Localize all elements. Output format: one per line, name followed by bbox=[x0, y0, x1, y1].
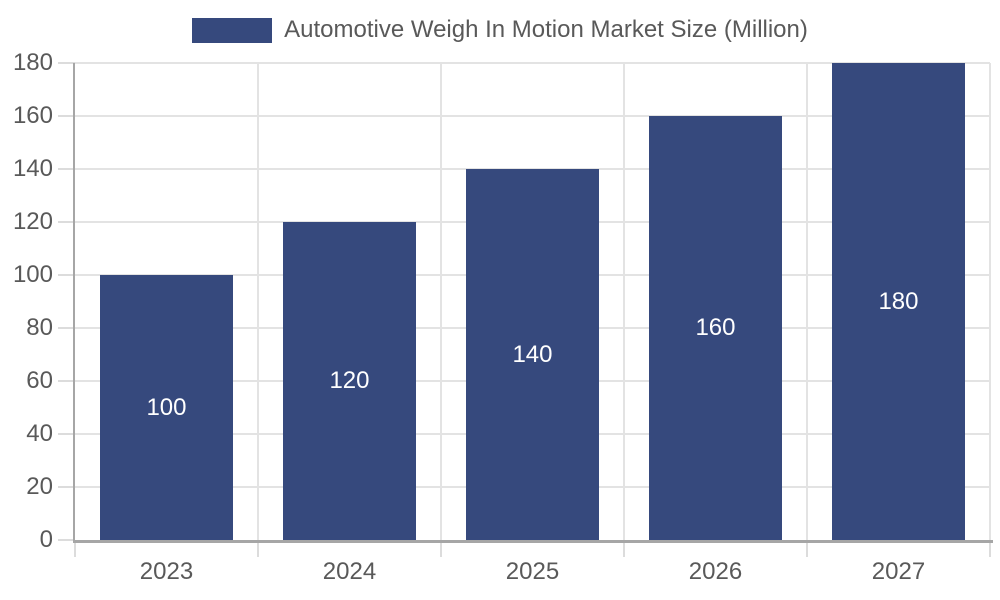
x-tick bbox=[440, 543, 442, 557]
x-tick-label: 2023 bbox=[139, 558, 194, 585]
x-gridline bbox=[623, 63, 625, 540]
legend: Automotive Weigh In Motion Market Size (… bbox=[0, 17, 1000, 43]
x-gridline bbox=[989, 63, 991, 540]
bar-value-label: 160 bbox=[695, 314, 736, 341]
y-gridline bbox=[75, 62, 990, 64]
bar: 100 bbox=[99, 275, 233, 540]
x-gridline bbox=[806, 63, 808, 540]
x-tick-label: 2026 bbox=[688, 558, 743, 585]
bar-value-label: 140 bbox=[512, 340, 553, 368]
x-tick-label: 2027 bbox=[871, 558, 926, 585]
x-axis-line bbox=[73, 540, 993, 543]
y-tick bbox=[58, 539, 75, 541]
x-tick bbox=[989, 543, 991, 557]
bar: 160 bbox=[648, 116, 782, 540]
x-gridline bbox=[440, 63, 442, 540]
y-tick bbox=[58, 380, 75, 382]
plot-area: 0 20 40 60 80 100 120 140 160 180 100 2023 120 2024 14… bbox=[13, 49, 993, 585]
y-tick-label: 0 bbox=[39, 526, 53, 553]
bar-value-label: 180 bbox=[878, 287, 919, 315]
bar: 120 bbox=[282, 222, 416, 540]
y-tick-label: 140 bbox=[12, 155, 53, 182]
y-tick bbox=[58, 486, 75, 488]
y-tick-label: 80 bbox=[26, 314, 53, 341]
y-tick-label: 100 bbox=[12, 261, 53, 288]
x-tick bbox=[74, 543, 76, 557]
y-tick-label: 180 bbox=[12, 49, 53, 76]
y-tick bbox=[58, 221, 75, 223]
y-tick-label: 60 bbox=[26, 367, 53, 394]
y-tick-label: 120 bbox=[12, 208, 53, 235]
bar-value-label: 100 bbox=[146, 393, 187, 421]
y-gridline bbox=[75, 115, 990, 117]
y-tick-label: 20 bbox=[26, 473, 53, 500]
x-tick bbox=[806, 543, 808, 557]
bar: 180 bbox=[831, 63, 965, 540]
legend-label: Automotive Weigh In Motion Market Size (… bbox=[284, 16, 808, 43]
x-tick-label: 2024 bbox=[322, 558, 377, 585]
y-axis-line bbox=[73, 63, 75, 543]
y-tick bbox=[58, 62, 75, 64]
y-tick bbox=[58, 433, 75, 435]
x-tick bbox=[257, 543, 259, 557]
y-tick bbox=[58, 274, 75, 276]
bar: 140 bbox=[465, 169, 599, 540]
bar-value-label: 120 bbox=[329, 367, 370, 394]
y-tick bbox=[58, 327, 75, 329]
y-tick bbox=[58, 168, 75, 170]
y-tick-label: 40 bbox=[26, 420, 53, 447]
x-tick-label: 2025 bbox=[505, 558, 560, 585]
y-tick-label: 160 bbox=[12, 102, 53, 129]
legend-swatch bbox=[192, 17, 273, 43]
x-tick bbox=[623, 543, 625, 557]
x-gridline bbox=[257, 63, 259, 540]
y-tick bbox=[58, 115, 75, 117]
